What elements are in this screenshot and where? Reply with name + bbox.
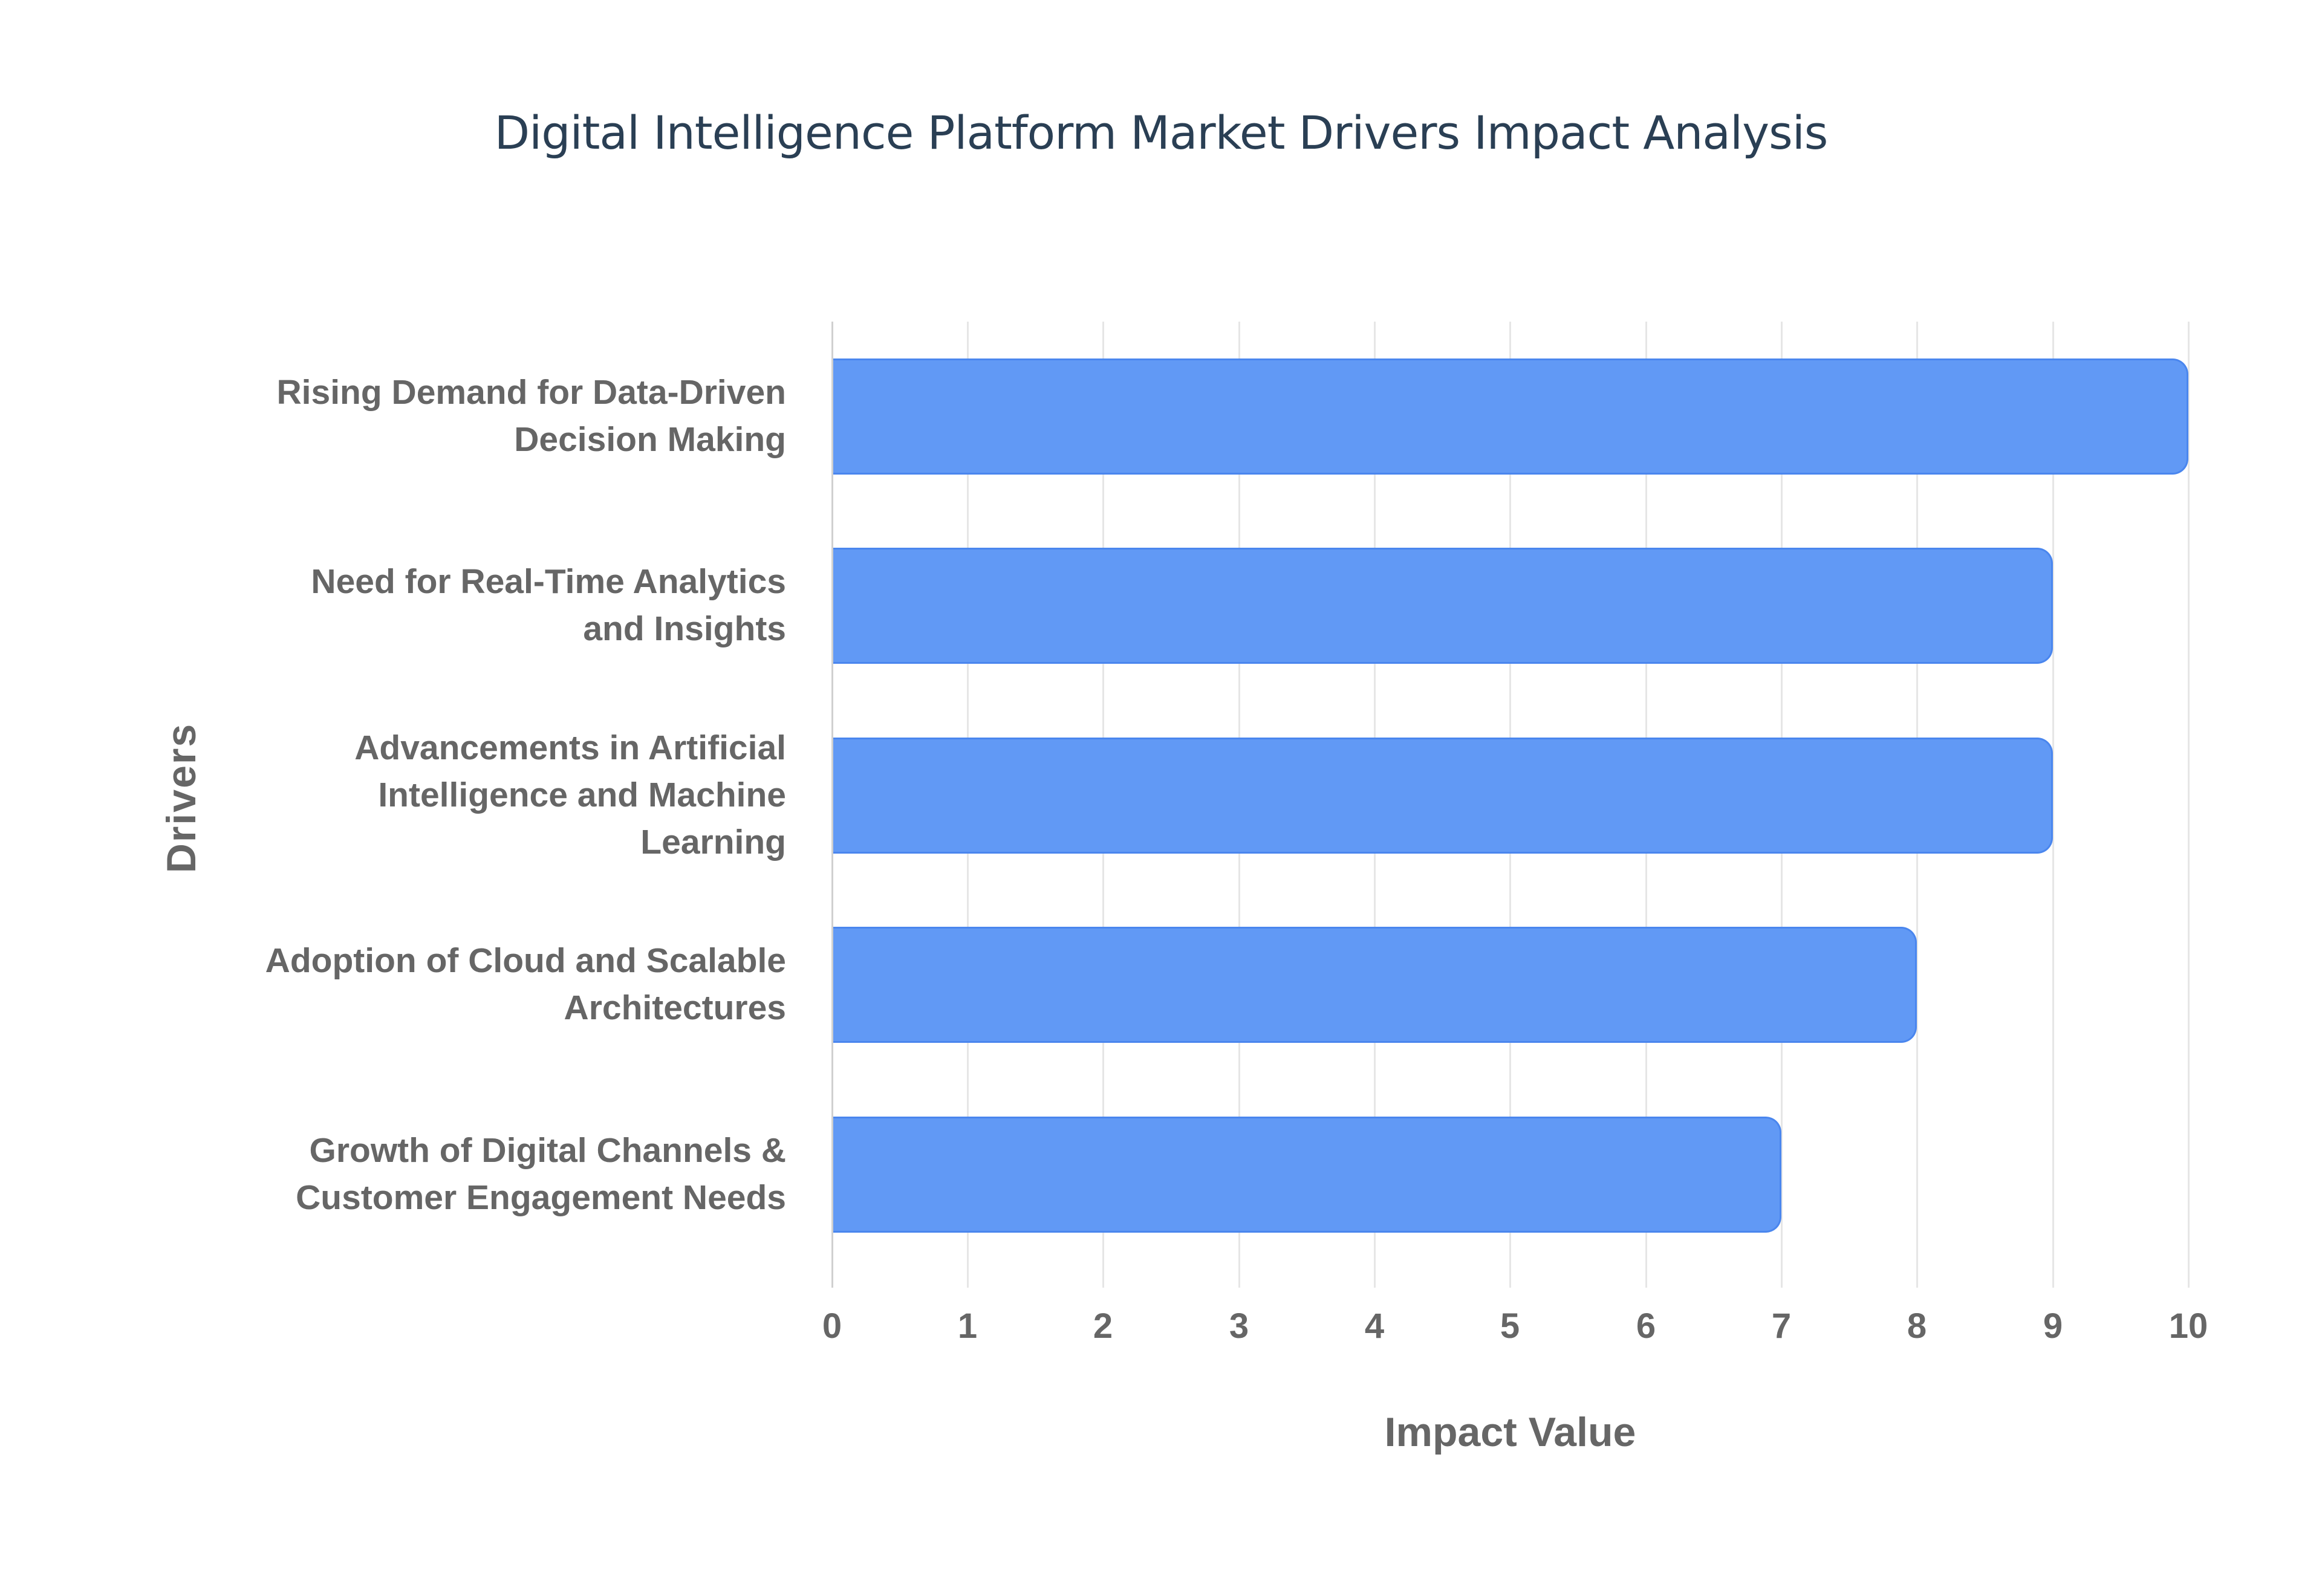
category-label: Advancements in Artificial Intelligence a… [354,728,786,861]
axis-line [831,322,833,1288]
x-tick: 8 [1907,1306,1927,1346]
x-tick: 7 [1771,1306,1792,1346]
category-label: Adoption of Cloud and Scalable Architectu… [265,941,786,1027]
bar[interactable] [833,358,2188,475]
x-tick: 2 [1093,1306,1113,1346]
x-tick: 4 [1364,1306,1385,1346]
x-axis-title: Impact Value [1384,1409,1636,1455]
x-tick: 10 [2168,1306,2208,1346]
x-tick: 5 [1500,1306,1520,1346]
bar[interactable] [833,927,1917,1043]
category-label: Need for Real-Time Analytics and Insights [311,562,786,648]
gridline [2188,322,2190,1288]
plot-area [831,322,2190,1288]
x-tick: 1 [957,1306,978,1346]
bar[interactable] [833,1117,1782,1233]
x-tick: 9 [2043,1306,2063,1346]
x-tick: 3 [1229,1306,1249,1346]
category-label: Growth of Digital Channels & Customer Eng… [296,1131,786,1217]
gridline [2052,322,2054,1288]
y-axis-title: Drivers [158,722,204,874]
x-tick: 6 [1636,1306,1656,1346]
bar[interactable] [833,548,2053,664]
category-label: Rising Demand for Data-Driven Decision Ma… [276,373,786,459]
bar[interactable] [833,738,2053,854]
chart-title: Digital Intelligence Platform Market Dri… [494,106,1829,160]
x-tick: 0 [822,1306,842,1346]
